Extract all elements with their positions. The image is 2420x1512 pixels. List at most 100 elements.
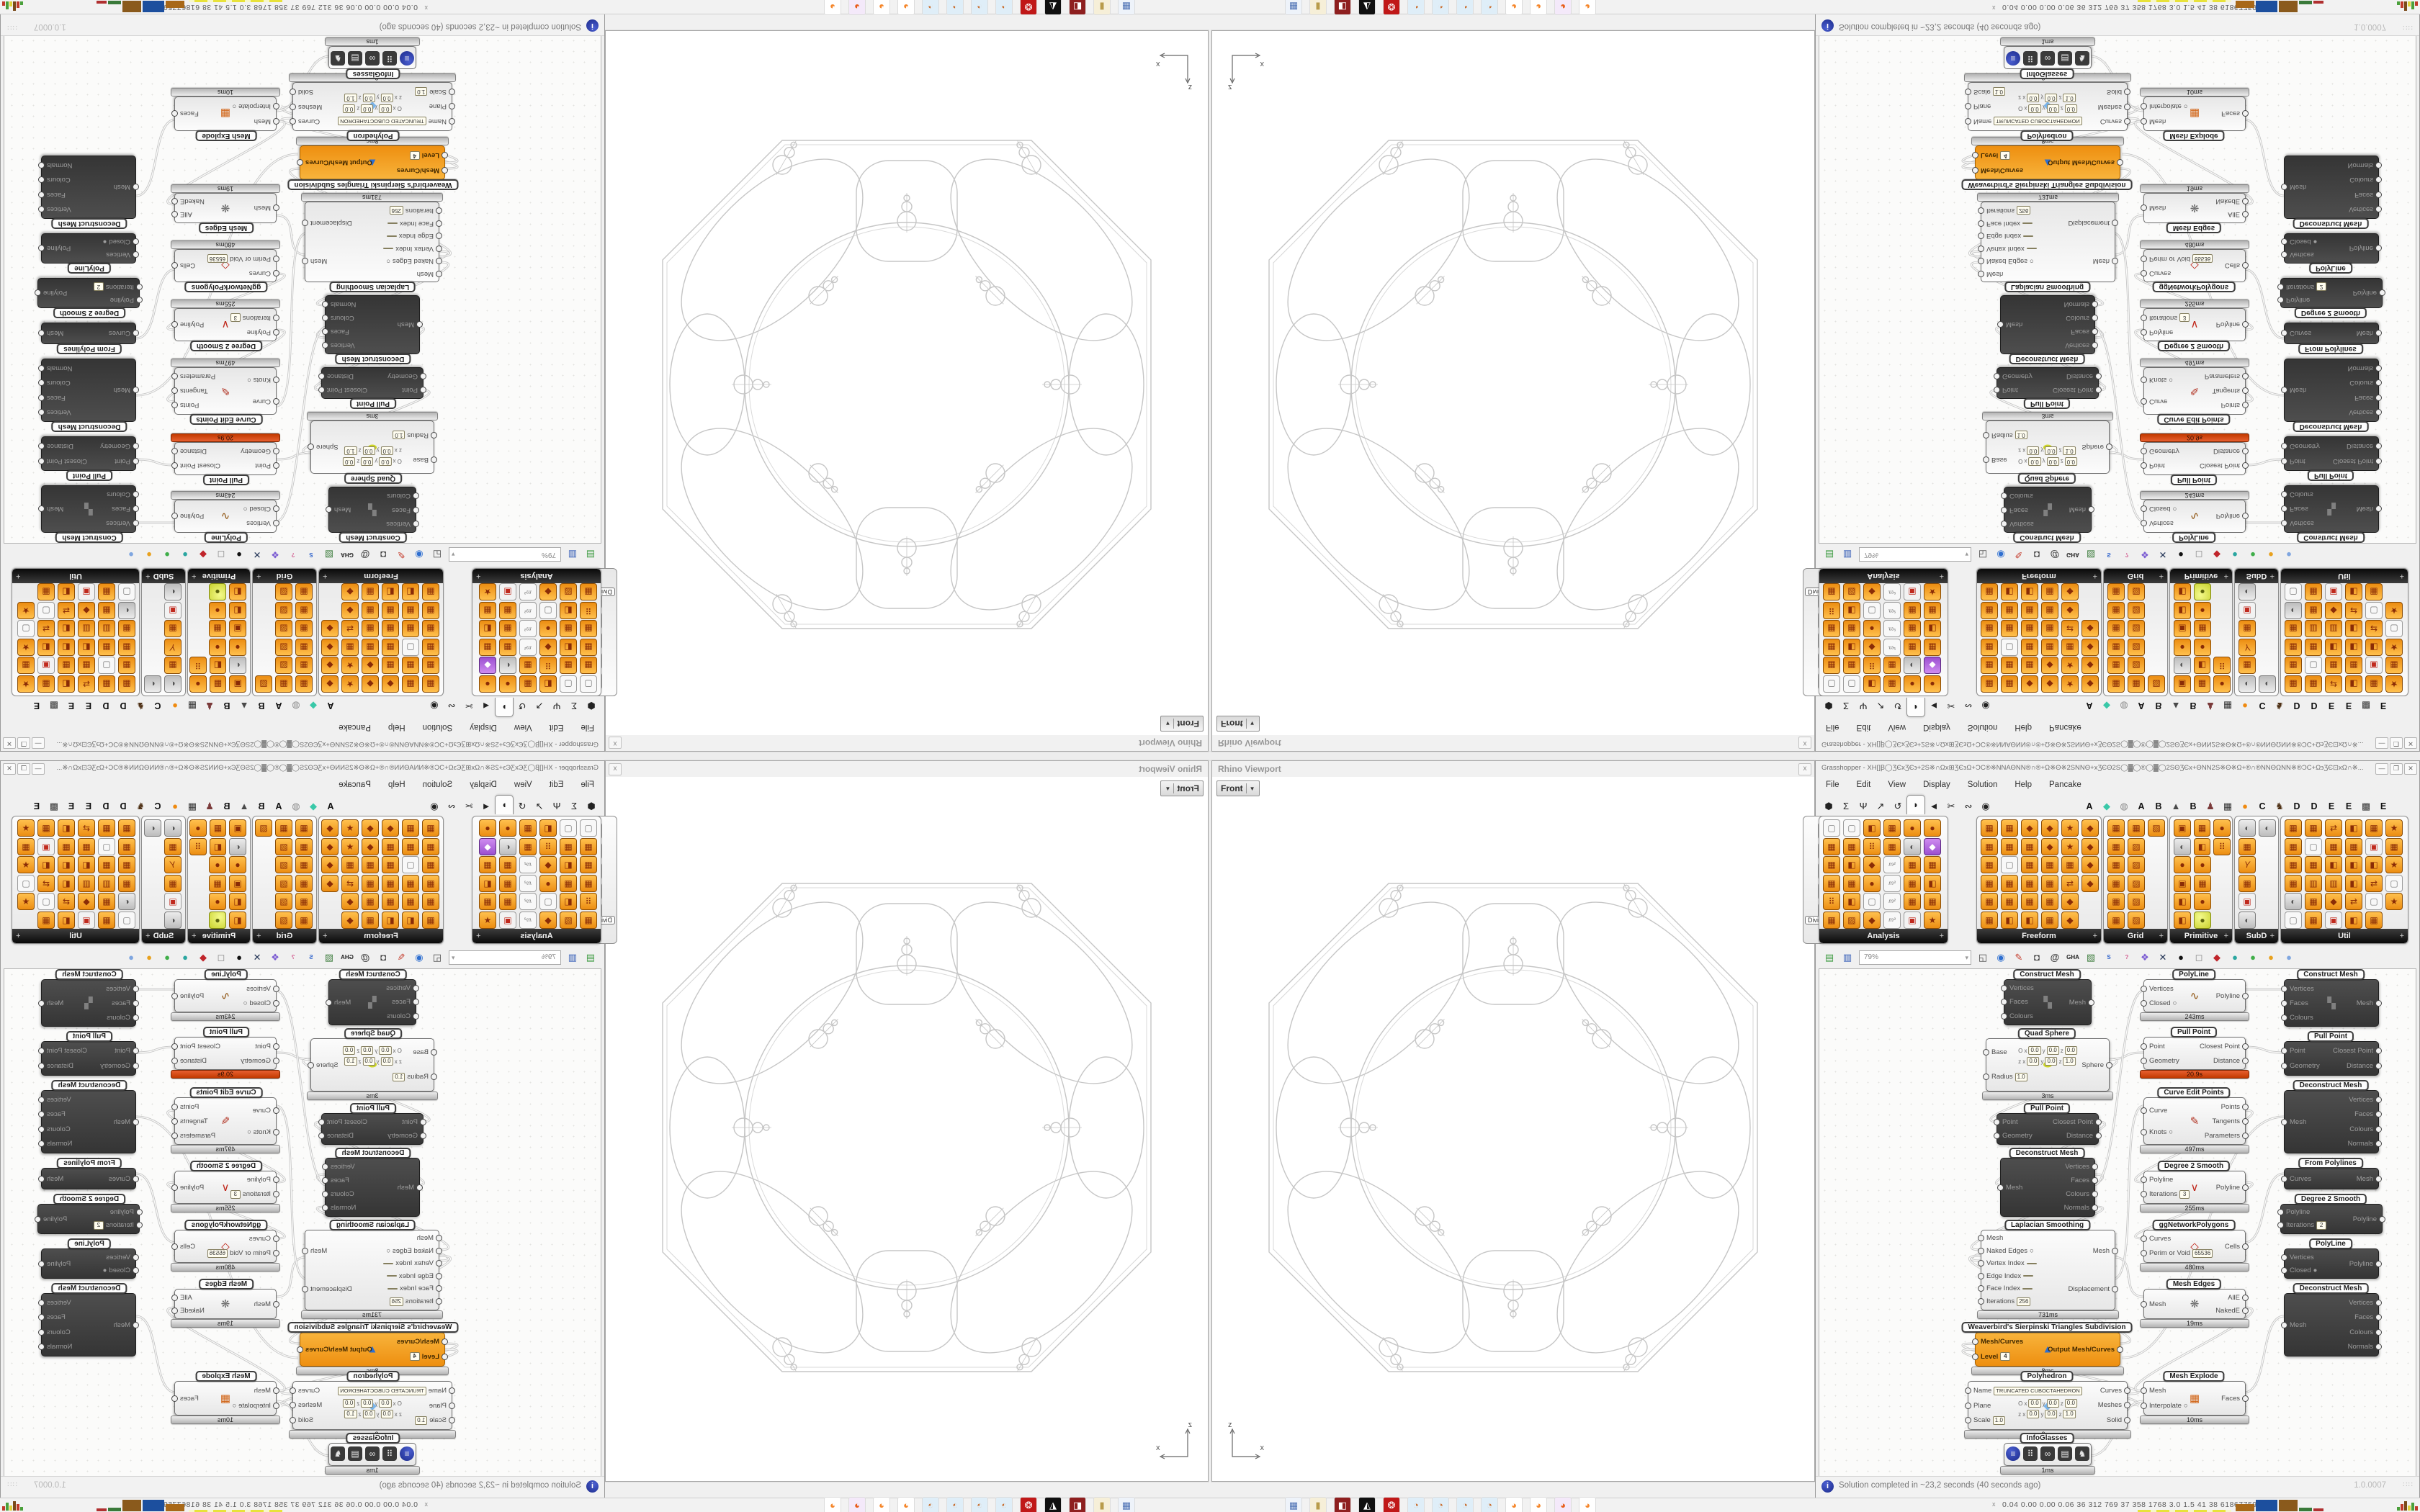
tab-intersect[interactable]: ◄ [478,798,495,814]
input-vertex-index[interactable]: Vertex Index [1978,1259,2037,1267]
output-socket[interactable] [2092,328,2098,335]
component-icon[interactable]: ▣ [78,583,95,601]
output-distance[interactable]: Distance [171,1057,207,1065]
component-icon[interactable]: ▦ [402,893,419,911]
input-socket[interactable] [1994,1133,2000,1139]
input-socket[interactable] [420,1133,426,1139]
component-icon[interactable]: ⇄ [2061,874,2079,892]
output-vertices[interactable]: Vertices [38,205,71,213]
palette-expand-button[interactable]: + [1939,932,1944,940]
component-icon[interactable]: ▥ [78,874,95,892]
component-icon[interactable]: Y [164,856,182,874]
input-socket[interactable] [442,1353,448,1360]
output-cells[interactable]: Cells [171,262,195,270]
tab-addon-c[interactable]: C [149,798,166,814]
sphere-teal-icon[interactable]: ● [2232,549,2238,560]
input-iterations[interactable]: Iterations 2 [2277,282,2327,292]
component-icon[interactable]: ▦ [295,856,313,874]
component-icon[interactable]: ▢ [2285,911,2302,929]
component-icon[interactable]: ◐ [2238,911,2256,929]
input-geometry[interactable]: Geometry [2281,1062,2320,1070]
component-icon[interactable]: ◧ [2345,620,2362,638]
plane-value[interactable]: 0.0 [2028,1046,2041,1055]
input-closed[interactable]: Closed ○ [243,505,279,513]
input-socket[interactable] [2141,1107,2147,1114]
plane-value[interactable]: 0.0 [343,104,356,113]
tab-addon-ellipse[interactable]: ● [2236,798,2254,814]
component-icon[interactable]: ▣ [229,874,246,892]
component-icon[interactable]: ★ [2385,856,2403,874]
file-manager-icon[interactable]: ▮ [1093,1497,1111,1512]
input-value[interactable]: 65536 [207,254,228,264]
input-socket[interactable] [133,1321,139,1328]
plane-value[interactable]: 1.0 [344,1057,357,1066]
blender-icon[interactable]: ◕ [1579,0,1596,15]
tab-addon-shield[interactable]: ♟ [2202,798,2219,814]
component-icon[interactable]: ▦ [1981,837,1998,855]
component-icon[interactable]: ◐ [164,911,182,929]
input-curve[interactable]: Curve [2141,1107,2167,1115]
component-icon[interactable]: ▢ [37,601,55,619]
component-icon[interactable]: ◧ [58,819,75,837]
gh-node-A8[interactable]: ≡ ⠿ ∞ ▤ ♞ [328,46,416,69]
component-icon[interactable]: ▢ [98,657,115,675]
component-icon[interactable]: ◆ [78,893,95,911]
input-curve[interactable]: Curve [253,1107,279,1115]
component-icon[interactable]: ▦ [118,837,135,855]
input-socket[interactable] [273,269,279,276]
component-icon[interactable]: ⇄ [58,601,75,619]
output-tangents[interactable]: Tangents [171,387,208,395]
bulb-icon[interactable]: ❖ [2141,952,2149,963]
gh-node-C4[interactable]: Curves Mesh [2281,1168,2382,1189]
output-socket[interactable] [38,1344,45,1351]
output-faces[interactable]: Faces [38,1313,66,1321]
input-vertices[interactable]: Vertices [106,1254,139,1261]
close-button[interactable]: ✕ [3,737,16,749]
tab-addon-c[interactable]: C [2254,698,2271,714]
blender-icon[interactable]: ◕ [1530,0,1547,15]
statusbar-resize-grip[interactable]: ∷∷ [2403,23,2414,31]
component-icon[interactable]: ▦ [1823,583,1840,601]
component-icon[interactable]: ▦ [295,583,313,601]
input-iterations[interactable]: Iterations 3 [2141,313,2190,323]
grasshopper-canvas[interactable]: Construct Mesh ▚ Vertices Faces Colours Mesh Q… [1819,35,2416,544]
input-toggle[interactable]: ● [2313,238,2318,246]
output-displacement[interactable]: Displacement [2068,1285,2118,1293]
input-socket[interactable] [420,373,426,379]
output-socket[interactable] [322,328,328,335]
tab-addon-e3[interactable]: E [2375,698,2392,714]
component-icon[interactable]: ▨ [2128,601,2145,619]
viewport-close-button[interactable]: x [609,737,622,749]
tab-addon-b1[interactable]: B [253,698,270,714]
input-value[interactable]: 1.0 [1992,1416,2005,1425]
output-normals[interactable]: Normals [2064,1204,2098,1212]
close-button[interactable]: ✕ [2404,737,2417,749]
output-socket[interactable] [38,330,45,337]
input-value[interactable]: 3 [2179,1189,2190,1199]
component-icon[interactable]: ▥ [2325,874,2342,892]
input-geometry[interactable]: Geometry [2141,1057,2179,1065]
input-point[interactable]: Point [402,386,426,394]
output-socket[interactable] [171,211,178,218]
component-icon[interactable]: m² [1883,856,1901,874]
component-icon[interactable]: ▦ [209,874,226,892]
component-icon[interactable]: ★ [2061,819,2079,837]
component-icon[interactable]: ▦ [2325,657,2342,675]
tab-sets[interactable]: Ψ [1855,698,1872,714]
component-icon[interactable]: ◧ [2021,911,2038,929]
component-icon[interactable]: ▦ [2041,911,2058,929]
tab-addon-bird[interactable]: ♞ [2271,798,2288,814]
menu-item-file[interactable]: File [1826,780,1839,789]
input-face-index[interactable]: Face Index [387,220,442,228]
component-icon[interactable]: ▦ [2193,675,2211,693]
component-icon[interactable]: ⠿ [1823,601,1840,619]
gh-node-C6[interactable]: Vertices Closed ● Polyline [38,1248,139,1279]
component-icon[interactable]: ◧ [2001,911,2018,929]
component-icon[interactable]: ▦ [499,620,516,638]
gh-node-C7[interactable]: Mesh Vertices Faces Colours Normals [38,156,139,219]
output-socket[interactable] [2095,373,2102,379]
help-box-icon[interactable]: ? [291,552,295,558]
tab-addon-e2[interactable]: E [2340,698,2357,714]
sphere-blue-icon[interactable]: ● [128,952,134,963]
